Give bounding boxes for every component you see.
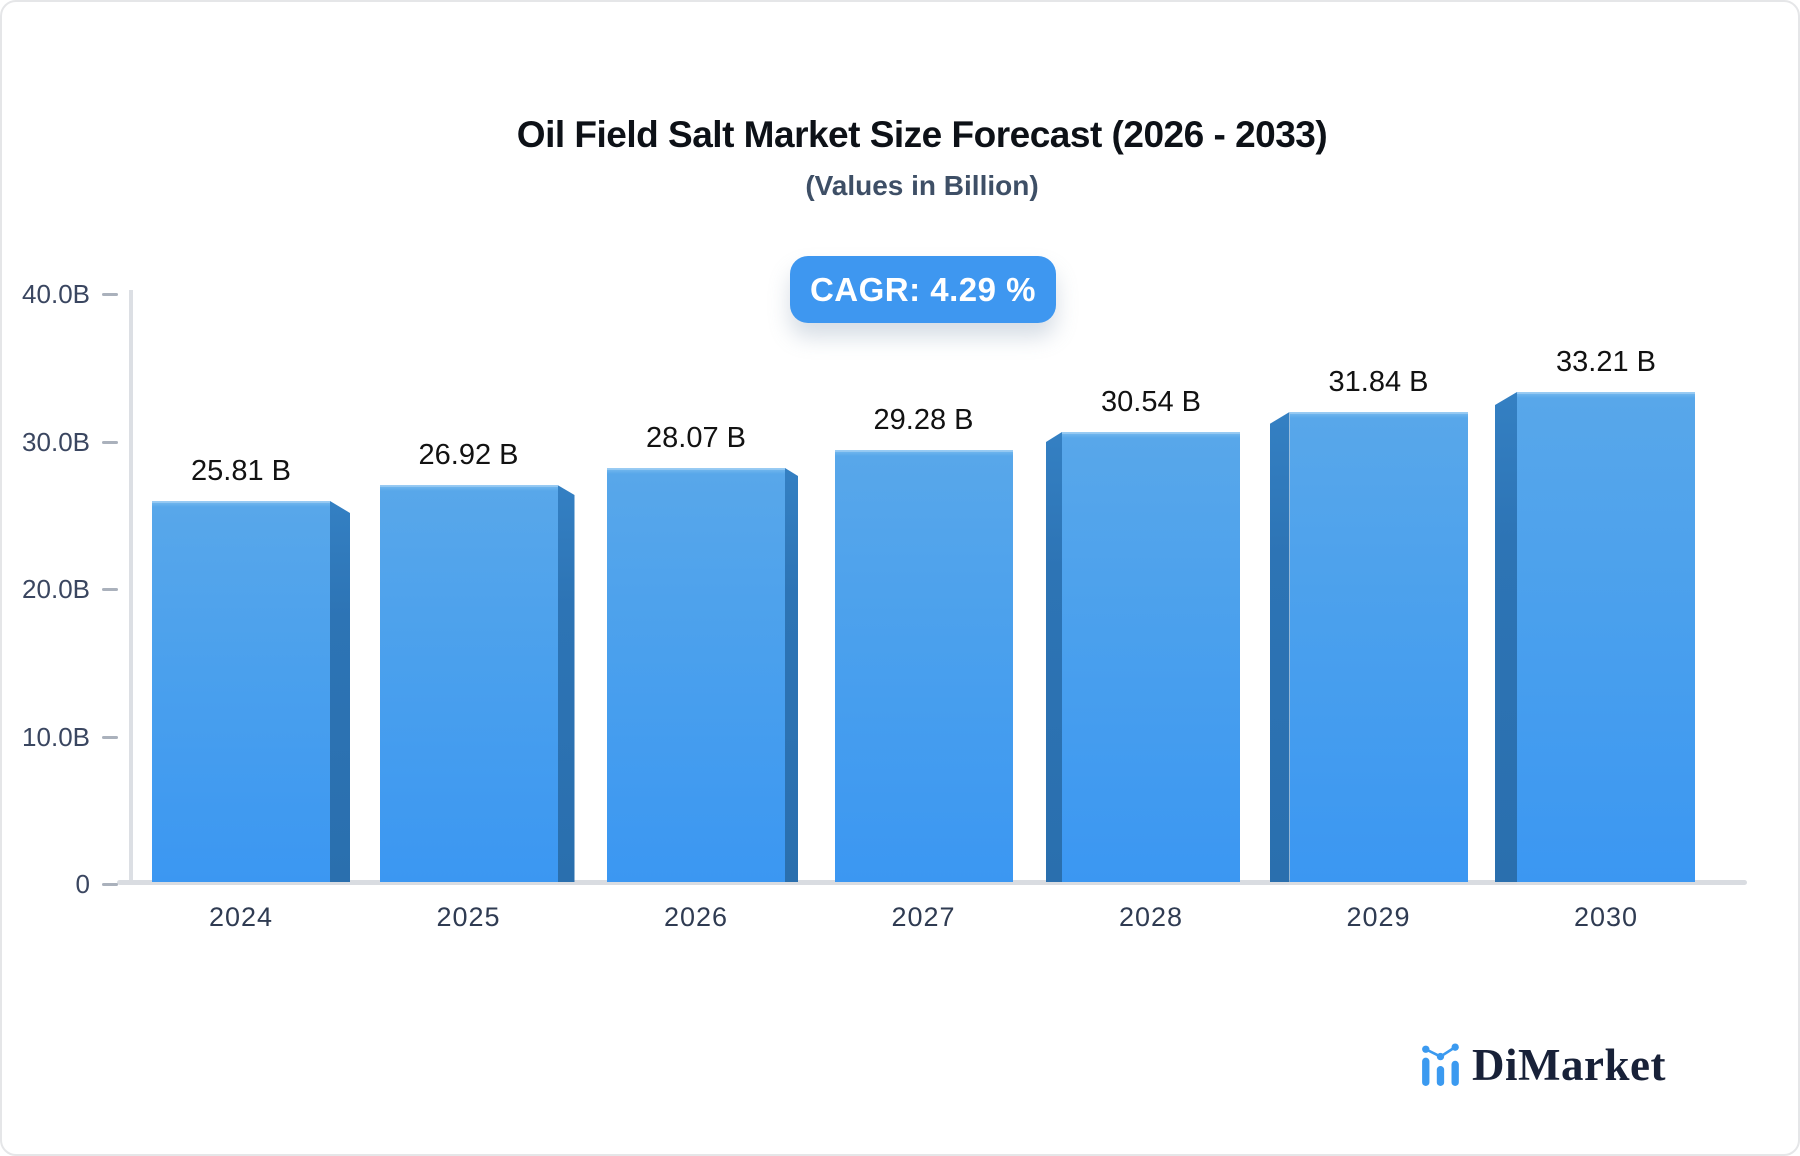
bar [834,450,1013,882]
x-tick-label: 2029 [1346,902,1411,932]
bar-value-label: 33.21 B [1556,346,1656,378]
bar-chart-logo-icon [1422,1043,1459,1086]
bar-value-label: 31.84 B [1328,366,1429,398]
bar-3d-side [1495,392,1517,882]
x-tick-label: 2025 [436,902,501,932]
y-tick-label: 30.0B [22,426,90,457]
x-tick-label: 2030 [1573,902,1639,932]
x-tick-label: 2024 [208,902,274,932]
bar [152,501,330,882]
bar-value-label: 29.28 B [873,404,974,436]
brand-name: DiMarket [1472,1040,1666,1090]
bar [1517,392,1695,882]
cagr-badge: CAGR: 4.29 % [790,256,1056,323]
y-tick-mark [102,293,118,296]
chart-subtitle: (Values in Billion) [805,170,1039,201]
brand-logo: DiMarket [1420,1034,1666,1096]
y-tick-mark [102,735,118,739]
bar-value-label: 25.81 B [191,455,291,487]
x-tick-label: 2027 [891,902,956,932]
bar-value-label: 26.92 B [418,439,519,471]
y-tick-label: 10.0B [22,721,90,752]
y-tick-label: 20.0B [22,574,90,604]
bar-value-label: 30.54 B [1101,386,1201,418]
bar-value-label: 28.07 B [646,422,746,454]
bar-3d-side [1046,432,1062,882]
bar-3d-side [330,501,350,882]
y-tick-mark [102,883,118,886]
y-tick-mark [102,440,118,444]
x-tick-label: 2028 [1118,902,1184,932]
x-axis-line [117,880,1747,885]
bar-3d-side [557,485,575,882]
y-tick-label: 40.0B [22,279,90,309]
bar-3d-side [785,468,798,882]
x-tick-label: 2026 [663,902,729,932]
bar [1062,432,1240,882]
chart-title: Oil Field Salt Market Size Forecast (202… [516,114,1328,155]
bar [607,468,785,882]
bar-3d-side [1269,412,1290,882]
y-tick-mark [102,588,118,591]
y-tick-label: 0 [75,869,90,899]
bar [1289,412,1468,882]
y-axis-line [129,290,133,884]
bar [379,485,558,882]
